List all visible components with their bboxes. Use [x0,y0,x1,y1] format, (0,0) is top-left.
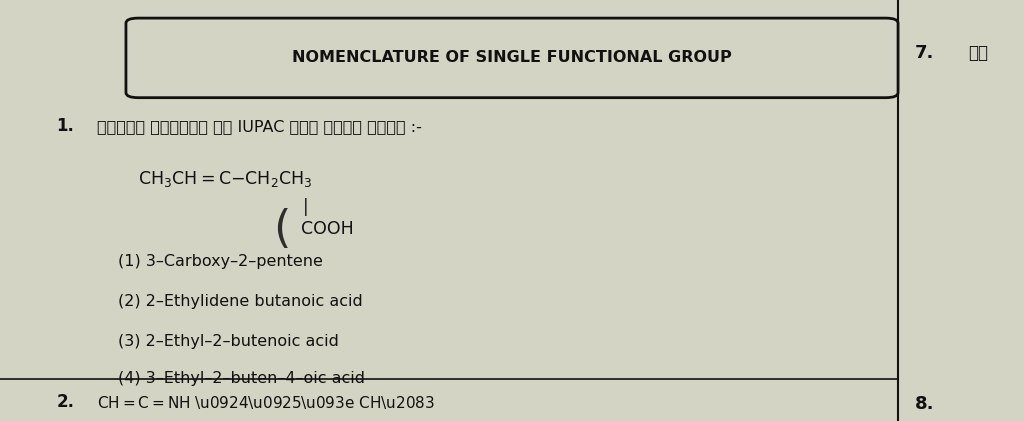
Text: COOH: COOH [301,221,354,238]
Text: 7.: 7. [914,44,934,61]
Text: (2) 2–Ethylidene butanoic acid: (2) 2–Ethylidene butanoic acid [118,293,362,309]
Text: (: ( [273,208,290,251]
Text: 2.: 2. [56,393,75,411]
Text: (3) 2–Ethyl–2–butenoic acid: (3) 2–Ethyl–2–butenoic acid [118,333,339,349]
Text: CH$_3$CH$=$C$-$CH$_2$CH$_3$: CH$_3$CH$=$C$-$CH$_2$CH$_3$ [138,169,312,189]
Text: (4) 3–Ethyl–2–buten–4–oic acid: (4) 3–Ethyl–2–buten–4–oic acid [118,371,365,386]
Text: |: | [303,198,309,216]
Text: निम्न संरचना का IUPAC नाम क्या होगा :-: निम्न संरचना का IUPAC नाम क्या होगा :- [97,119,422,134]
FancyBboxPatch shape [126,18,898,98]
Text: 8.: 8. [914,395,934,413]
Text: 1.: 1. [56,117,74,135]
Text: (1) 3–Carboxy–2–pentene: (1) 3–Carboxy–2–pentene [118,253,323,269]
Text: NOMENCLATURE OF SINGLE FUNCTIONAL GROUP: NOMENCLATURE OF SINGLE FUNCTIONAL GROUP [292,51,732,65]
Text: CH$=$C$=$NH \u0924\u0925\u093e CH\u2083: CH$=$C$=$NH \u0924\u0925\u093e CH\u2083 [97,394,435,410]
Text: नि: नि [968,44,988,61]
